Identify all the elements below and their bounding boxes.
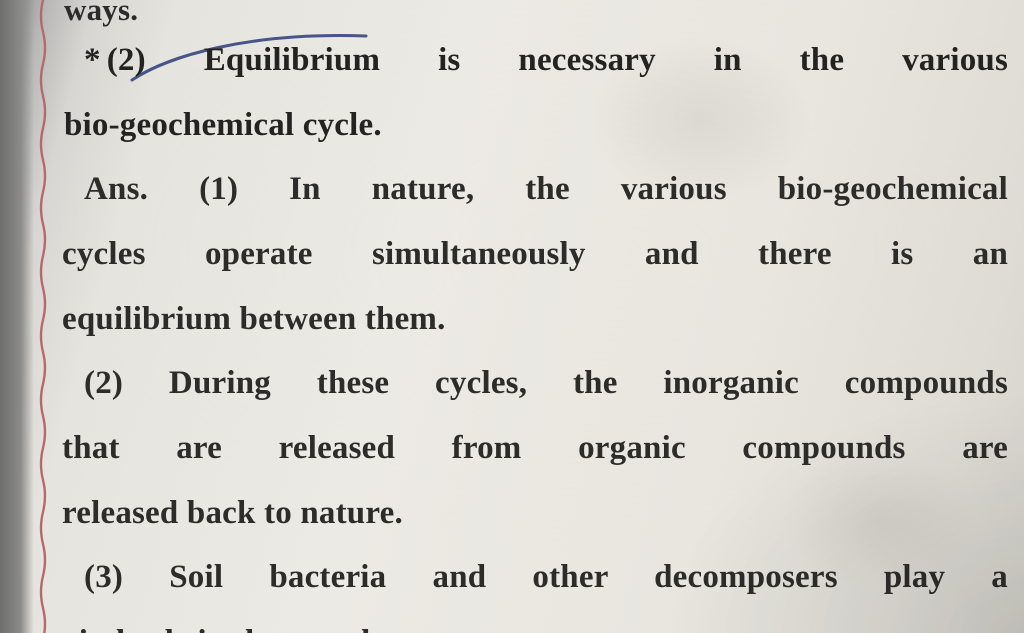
question-marker: * — [84, 42, 101, 78]
question-line-1: *(2) Equilibrium is necessary in the var… — [62, 28, 1008, 93]
answer-3-number: (3) — [84, 559, 123, 595]
answer-2-line-3: released back to nature. — [62, 481, 1008, 546]
answer-label: Ans. — [84, 171, 148, 207]
question-text-1: Equilibrium is necessary in the various — [204, 42, 1008, 78]
text-block: *(2) Equilibrium is necessary in the var… — [62, 28, 1008, 621]
question-number: (2) — [107, 42, 146, 78]
question-line-2: bio-geochemical cycle. — [64, 93, 1008, 158]
answer-1-line-1: Ans. (1) In nature, the various bio-geoc… — [62, 157, 1008, 222]
answer-3-text-1: Soil bacteria and other decomposers play… — [169, 559, 1008, 595]
answer-2-number: (2) — [84, 365, 123, 401]
answer-1-line-3: equilibrium between them. — [62, 287, 1008, 352]
answer-1-text-1: In nature, the various bio-geochemical — [289, 171, 1008, 207]
left-margin-squiggle — [38, 0, 48, 633]
previous-line-cutoff: ways. — [64, 0, 138, 28]
answer-2-line-1: (2) During these cycles, the inorganic c… — [62, 351, 1008, 416]
answer-1-line-2: cycles operate simultaneously and there … — [62, 222, 1008, 287]
answer-3-line-1: (3) Soil bacteria and other decomposers … — [62, 545, 1008, 610]
answer-2-line-2: that are released from organic compounds… — [62, 416, 1008, 481]
answer-1-number: (1) — [199, 171, 238, 207]
scanned-page: ways. *(2) Equilibrium is necessary in t… — [0, 0, 1024, 633]
answer-3-line-2: vital role in these cycles. — [62, 610, 1008, 633]
answer-2-text-1: During these cycles, the inorganic compo… — [169, 365, 1008, 401]
